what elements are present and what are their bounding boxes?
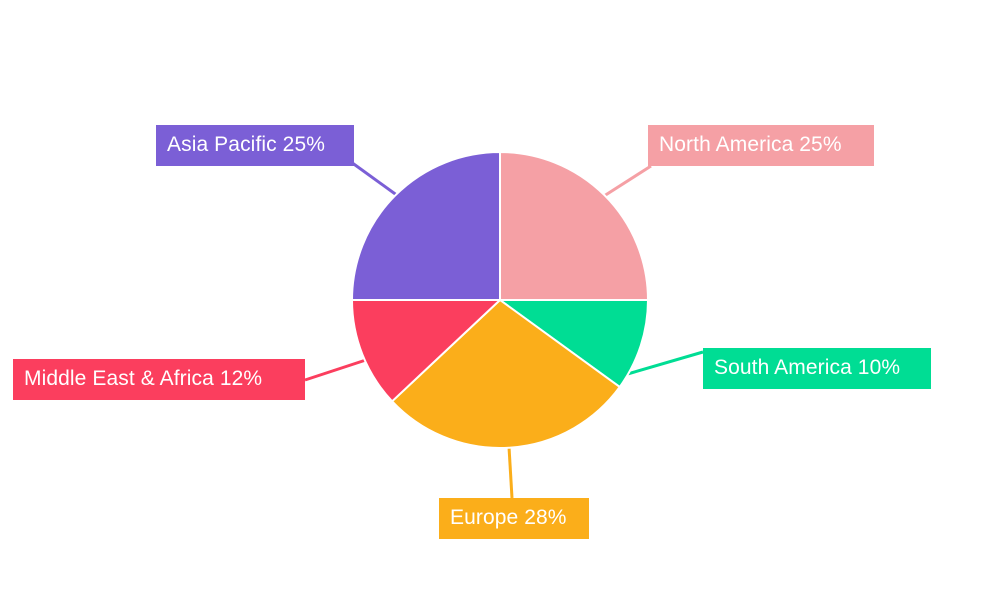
pie-slice-europe[interactable]	[391, 299, 621, 449]
leader-line-south-america	[623, 350, 704, 377]
leader-line-middle-east-africa	[304, 355, 376, 382]
pie-slice-middle-east-africa[interactable]	[351, 299, 501, 403]
leader-line-europe	[507, 446, 514, 499]
pie-slice-north-america[interactable]	[499, 151, 649, 301]
pie-label-asia-pacific[interactable]: Asia Pacific 25%	[156, 125, 354, 166]
leader-line-asia-pacific	[350, 160, 399, 198]
pie-label-south-america[interactable]: South America 10%	[703, 348, 931, 389]
pie-slice-south-america[interactable]	[499, 299, 649, 388]
pie-slice-group	[351, 151, 649, 449]
pie-label-middle-east-africa[interactable]: Middle East & Africa 12%	[13, 359, 305, 400]
leader-line-north-america	[603, 164, 652, 198]
pie-label-north-america[interactable]: North America 25%	[648, 125, 874, 166]
pie-slice-asia-pacific[interactable]	[351, 151, 501, 301]
pie-label-europe[interactable]: Europe 28%	[439, 498, 589, 539]
leader-line-group	[304, 160, 704, 499]
